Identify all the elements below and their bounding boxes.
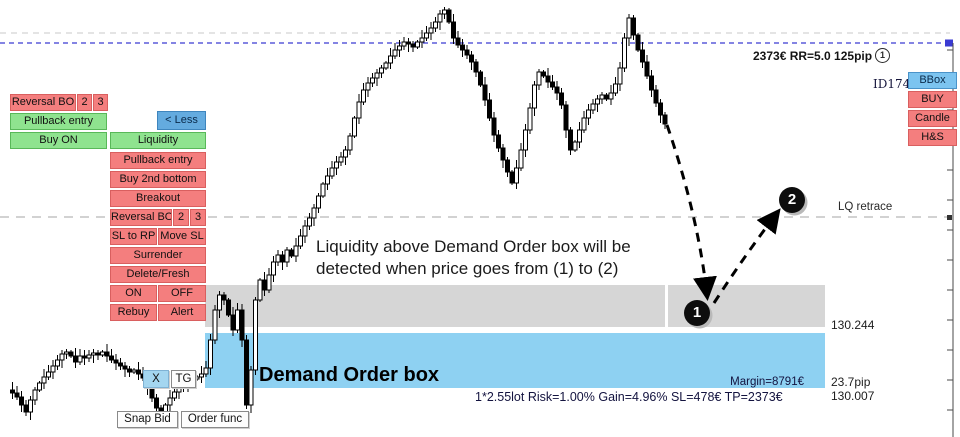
button-buy[interactable]: BUY [908, 91, 957, 108]
button-sl-to-rp[interactable]: SL to RP [110, 228, 157, 245]
lq-retrace-label: LQ retrace [838, 201, 893, 213]
button-pullback-entry[interactable]: Pullback entry [110, 152, 206, 169]
button-rebuy[interactable]: Rebuy [110, 304, 157, 321]
liquidity-box-divider [665, 285, 668, 327]
tp-rr-pip-label: 2373€ RR=5.0 125pip [753, 49, 873, 63]
panel-button-row: < Less [157, 111, 206, 130]
button-reversal-bo[interactable]: Reversal BO [10, 94, 76, 111]
button-h-s[interactable]: H&S [908, 129, 957, 146]
button-2[interactable]: 2 [77, 94, 92, 111]
tp-line-marker [945, 39, 953, 47]
button-off[interactable]: OFF [158, 285, 206, 302]
waypoint-1-marker: 1 [684, 300, 710, 326]
pip-range-label: 23.7pip [831, 375, 871, 389]
button-alert[interactable]: Alert [158, 304, 206, 321]
tg-button[interactable]: TG [171, 370, 196, 388]
panel-button-row: ON OFF [110, 285, 206, 302]
panel-button-row: Surrender [110, 247, 206, 264]
annotation-line-2: detected when price goes from (1) to (2) [316, 259, 619, 278]
button-candle[interactable]: Candle [908, 110, 957, 127]
button-move-sl[interactable]: Move SL [158, 228, 206, 245]
panel-button-row: Reversal BO 2 3 [10, 94, 108, 111]
price-label-upper: 130.244 [831, 318, 875, 332]
demand-order-box[interactable] [205, 333, 825, 388]
waypoint-2-marker: 2 [779, 187, 805, 213]
liquidity-annotation: Liquidity above Demand Order box will be… [316, 236, 631, 280]
close-x-button[interactable]: X [143, 370, 169, 388]
button-buy-2nd-bottom[interactable]: Buy 2nd bottom [110, 171, 206, 188]
panel-button-row: Breakout [110, 190, 206, 207]
button-liquidity[interactable]: Liquidity [110, 132, 206, 149]
waypoint-arrow [712, 208, 781, 304]
chart-id-label: ID174 [873, 77, 911, 91]
snap-bid-button[interactable]: Snap Bid [117, 411, 178, 428]
button-breakout[interactable]: Breakout [110, 190, 206, 207]
button-on[interactable]: ON [110, 285, 157, 302]
button-2[interactable]: 2 [173, 209, 189, 226]
lq-line-marker [947, 215, 952, 220]
button-3[interactable]: 3 [93, 94, 108, 111]
button-reversal-bo[interactable]: Reversal BO [110, 209, 172, 226]
panel-button-row: Pullback entry [110, 152, 206, 169]
button-buy-on[interactable]: Buy ON [10, 132, 107, 149]
button-bbox[interactable]: BBox [908, 72, 957, 89]
annotation-line-1: Liquidity above Demand Order box will be [316, 237, 631, 256]
info-circle-icon[interactable]: 1 [875, 48, 890, 63]
waypoint-arrow [665, 124, 717, 301]
liquidity-zone-box[interactable] [205, 285, 825, 327]
button-less[interactable]: < Less [157, 111, 206, 130]
button-3[interactable]: 3 [190, 209, 206, 226]
button-surrender[interactable]: Surrender [110, 247, 206, 264]
panel-button-row: Liquidity [110, 132, 206, 149]
panel-button-row: Buy 2nd bottom [110, 171, 206, 188]
panel-button-row: SL to RP Move SL [110, 228, 206, 245]
order-info-line: 1*2.55lot Risk=1.00% Gain=4.96% SL=478€ … [475, 390, 783, 404]
panel-button-row: Buy ON [10, 132, 107, 149]
demand-box-title: Demand Order box [259, 364, 440, 386]
panel-button-row: Rebuy Alert [110, 304, 206, 321]
price-label-lower: 130.007 [831, 389, 875, 403]
panel-button-row: Delete/Fresh [110, 266, 206, 283]
button-pullback-entry[interactable]: Pullback entry [10, 113, 107, 130]
margin-label: Margin=8791€ [730, 376, 804, 388]
panel-button-row: Pullback entry [10, 113, 107, 130]
order-func-button[interactable]: Order func [181, 411, 249, 428]
panel-button-row: Reversal BO 2 3 [110, 209, 206, 226]
button-delete-fresh[interactable]: Delete/Fresh [110, 266, 206, 283]
